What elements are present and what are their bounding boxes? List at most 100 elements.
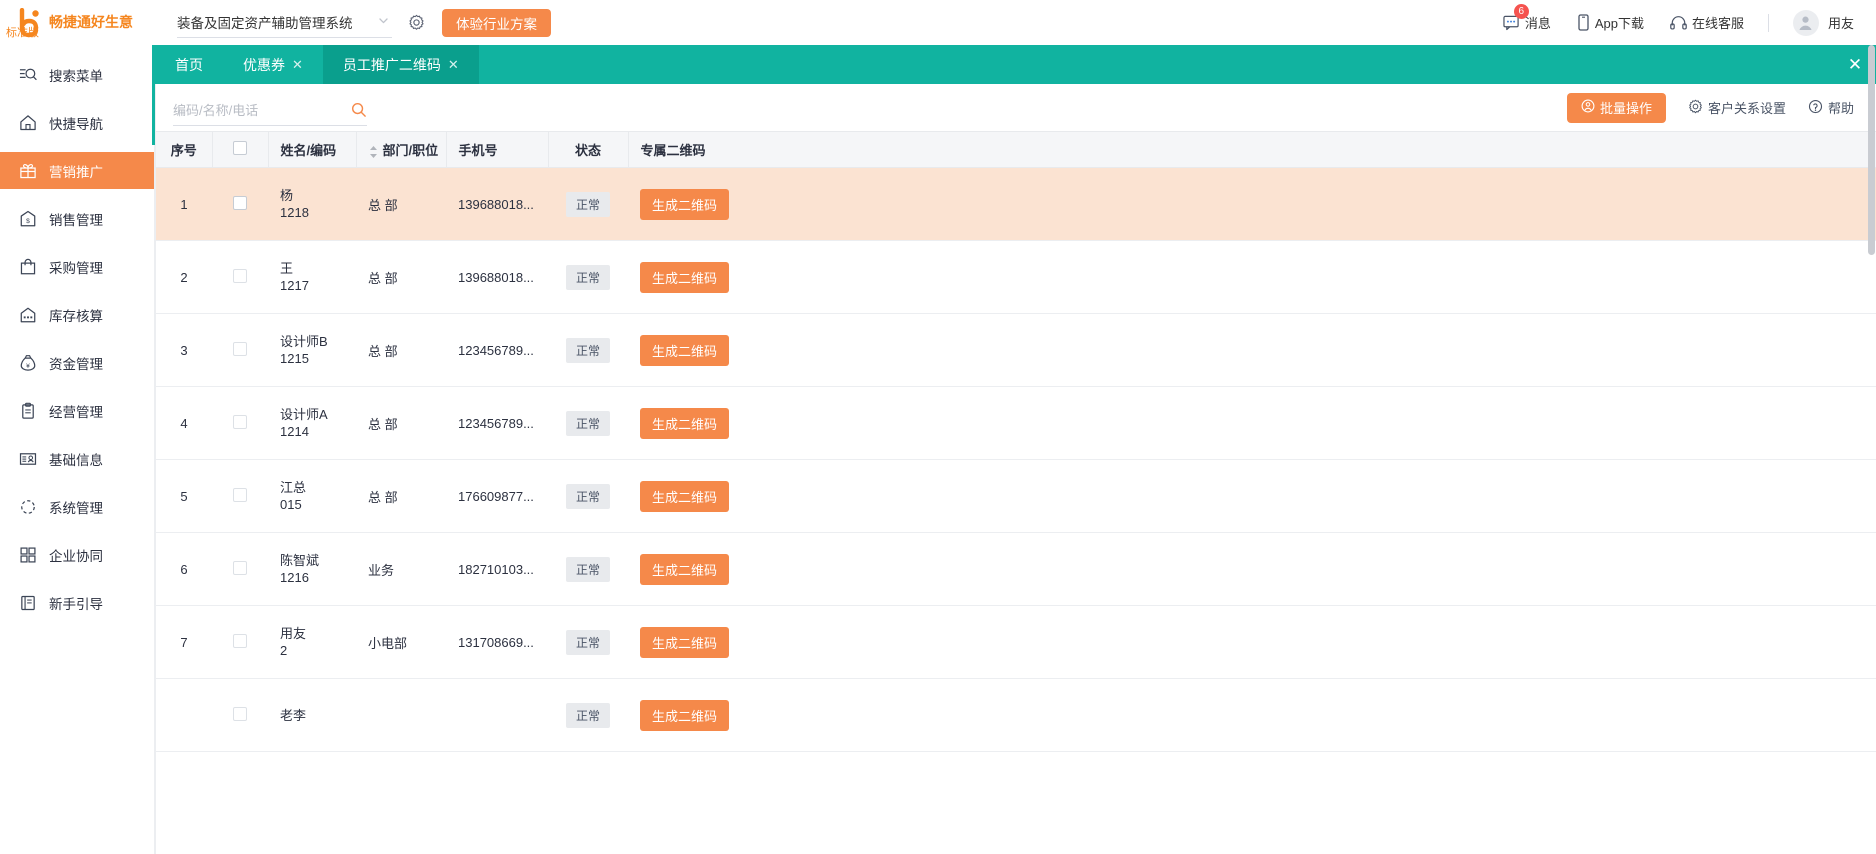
customer-relation-settings-button[interactable]: 客户关系设置 — [1688, 98, 1786, 117]
column-header-dept-position[interactable]: 部门/职位 — [356, 131, 447, 168]
close-all-tabs-icon[interactable]: ✕ — [1847, 54, 1863, 74]
home-icon — [18, 113, 37, 132]
cell-phone: 131708669... — [446, 605, 548, 679]
cell-select[interactable] — [212, 678, 268, 752]
cell-dept: 总 部 — [356, 240, 446, 314]
online-service-button[interactable]: 在线客服 — [1670, 13, 1744, 32]
cell-index — [156, 678, 212, 752]
help-button[interactable]: 帮助 — [1808, 98, 1854, 117]
row-checkbox[interactable] — [233, 706, 247, 721]
row-checkbox[interactable] — [233, 633, 247, 648]
table-row[interactable]: 3 设计师B 1215 总 部 123456789... 正常 生成二维码 — [156, 313, 1876, 387]
money-bag-icon: ¥ — [18, 353, 37, 372]
table-row[interactable]: 1 杨 1218 总 部 139688018... 正常 生成二维码 — [156, 167, 1876, 241]
sidebar-item-quick-nav[interactable]: 快捷导航 — [0, 104, 154, 141]
messages-button[interactable]: 消息 6 — [1503, 4, 1551, 32]
app-download-button[interactable]: App下载 — [1577, 13, 1644, 32]
sidebar-spacer — [0, 333, 154, 344]
cell-select[interactable] — [212, 240, 268, 314]
batch-operation-button[interactable]: 批量操作 — [1566, 92, 1666, 123]
cell-select[interactable] — [212, 532, 268, 606]
cell-qrcode: 生成二维码 — [628, 240, 1876, 314]
sidebar-spacer — [0, 429, 154, 440]
table-row[interactable]: 老李 正常 生成二维码 — [156, 678, 1876, 752]
tab-home[interactable]: 首页 — [155, 45, 223, 84]
row-name: 用友 — [280, 626, 307, 641]
cell-qrcode: 生成二维码 — [628, 386, 1876, 460]
main-panel: 首页 优惠券 ✕ 员工推广二维码 ✕ ✕ — [155, 45, 1876, 854]
generate-qrcode-button[interactable]: 生成二维码 — [640, 626, 730, 658]
sidebar-item-operations[interactable]: 经营管理 — [0, 392, 154, 429]
sidebar-item-label: 新手引导 — [49, 596, 103, 612]
sidebar-item-basic-info[interactable]: 基础信息 — [0, 440, 154, 477]
row-checkbox[interactable] — [233, 195, 247, 210]
generate-qrcode-button[interactable]: 生成二维码 — [640, 553, 730, 585]
cell-phone: 123456789... — [446, 313, 548, 387]
system-select[interactable]: 装备及固定资产辅助管理系统 — [177, 8, 392, 38]
sidebar-item-beginner-guide[interactable]: 新手引导 — [0, 584, 154, 621]
cell-phone: 139688018... — [446, 240, 548, 314]
scrollbar-thumb[interactable] — [1868, 45, 1875, 255]
cell-status: 正常 — [548, 240, 628, 314]
app-download-label: App下载 — [1594, 16, 1644, 31]
row-checkbox[interactable] — [233, 487, 247, 502]
table-row[interactable]: 6 陈智斌 1216 业务 182710103... 正常 生成二维码 — [156, 532, 1876, 606]
sidebar-item-funds[interactable]: ¥ 资金管理 — [0, 344, 154, 381]
select-all-checkbox[interactable] — [233, 141, 247, 155]
user-name[interactable]: 用友 — [1827, 16, 1854, 31]
status-badge: 正常 — [565, 264, 610, 290]
search-input[interactable] — [173, 102, 323, 118]
generate-qrcode-button[interactable]: 生成二维码 — [640, 261, 730, 293]
cell-select[interactable] — [212, 459, 268, 533]
cell-select[interactable] — [212, 313, 268, 387]
row-checkbox[interactable] — [233, 268, 247, 283]
table-row[interactable]: 2 王 1217 总 部 139688018... 正常 生成二维码 — [156, 240, 1876, 314]
tab-employee-promo-qrcode[interactable]: 员工推广二维码 ✕ — [322, 45, 479, 84]
row-checkbox[interactable] — [233, 341, 247, 356]
svg-text:¥: ¥ — [26, 362, 30, 369]
user-avatar-icon[interactable] — [1792, 9, 1819, 36]
search-box[interactable] — [173, 95, 367, 126]
cell-select[interactable] — [212, 605, 268, 679]
table-row[interactable]: 7 用友 2 小电部 131708669... 正常 生成二维码 — [156, 605, 1876, 679]
sort-toggle-icon[interactable] — [369, 145, 378, 159]
column-header-phone: 手机号 — [446, 131, 549, 168]
generate-qrcode-button[interactable]: 生成二维码 — [640, 407, 730, 439]
tab-label: 首页 — [175, 56, 203, 73]
trial-industry-plan-button[interactable]: 体验行业方案 — [442, 8, 551, 37]
cell-index: 5 — [156, 459, 212, 533]
left-sidebar: 搜索菜单 快捷导航 营销推广 $ — [0, 45, 155, 854]
search-icon[interactable] — [351, 102, 367, 118]
row-checkbox[interactable] — [233, 560, 247, 575]
sidebar-item-marketing[interactable]: 营销推广 — [0, 152, 154, 189]
generate-qrcode-button[interactable]: 生成二维码 — [640, 699, 730, 731]
sidebar-spacer — [0, 189, 154, 200]
table-row[interactable]: 5 江总 015 总 部 176609877... 正常 生成二维码 — [156, 459, 1876, 533]
generate-qrcode-button[interactable]: 生成二维码 — [640, 188, 730, 220]
cell-dept — [356, 678, 446, 752]
sidebar-spacer — [0, 141, 154, 152]
messages-badge: 6 — [1513, 4, 1529, 19]
window-scrollbar[interactable] — [1867, 45, 1876, 854]
status-badge: 正常 — [565, 702, 610, 728]
sidebar-item-inventory[interactable]: 库存核算 — [0, 296, 154, 333]
sidebar-item-system[interactable]: 系统管理 — [0, 488, 154, 525]
sidebar-item-purchase[interactable]: 采购管理 — [0, 248, 154, 285]
tab-coupon[interactable]: 优惠券 ✕ — [223, 45, 323, 84]
warehouse-icon — [18, 305, 37, 324]
close-icon[interactable]: ✕ — [447, 56, 459, 72]
cell-select[interactable] — [212, 386, 268, 460]
row-checkbox[interactable] — [233, 414, 247, 429]
close-icon[interactable]: ✕ — [292, 56, 303, 72]
sidebar-item-label: 经营管理 — [49, 404, 103, 420]
column-header-select-all[interactable] — [212, 131, 269, 168]
sidebar-item-collaboration[interactable]: 企业协同 — [0, 536, 154, 573]
generate-qrcode-button[interactable]: 生成二维码 — [640, 334, 730, 366]
generate-qrcode-button[interactable]: 生成二维码 — [640, 480, 730, 512]
table-row[interactable]: 4 设计师A 1214 总 部 123456789... 正常 生成二维码 — [156, 386, 1876, 460]
sidebar-item-search-menu[interactable]: 搜索菜单 — [0, 56, 154, 93]
gear-icon[interactable] — [406, 13, 426, 33]
sidebar-item-label: 采购管理 — [49, 260, 103, 276]
cell-select[interactable] — [212, 167, 268, 241]
sidebar-item-sales[interactable]: $ 销售管理 — [0, 200, 154, 237]
